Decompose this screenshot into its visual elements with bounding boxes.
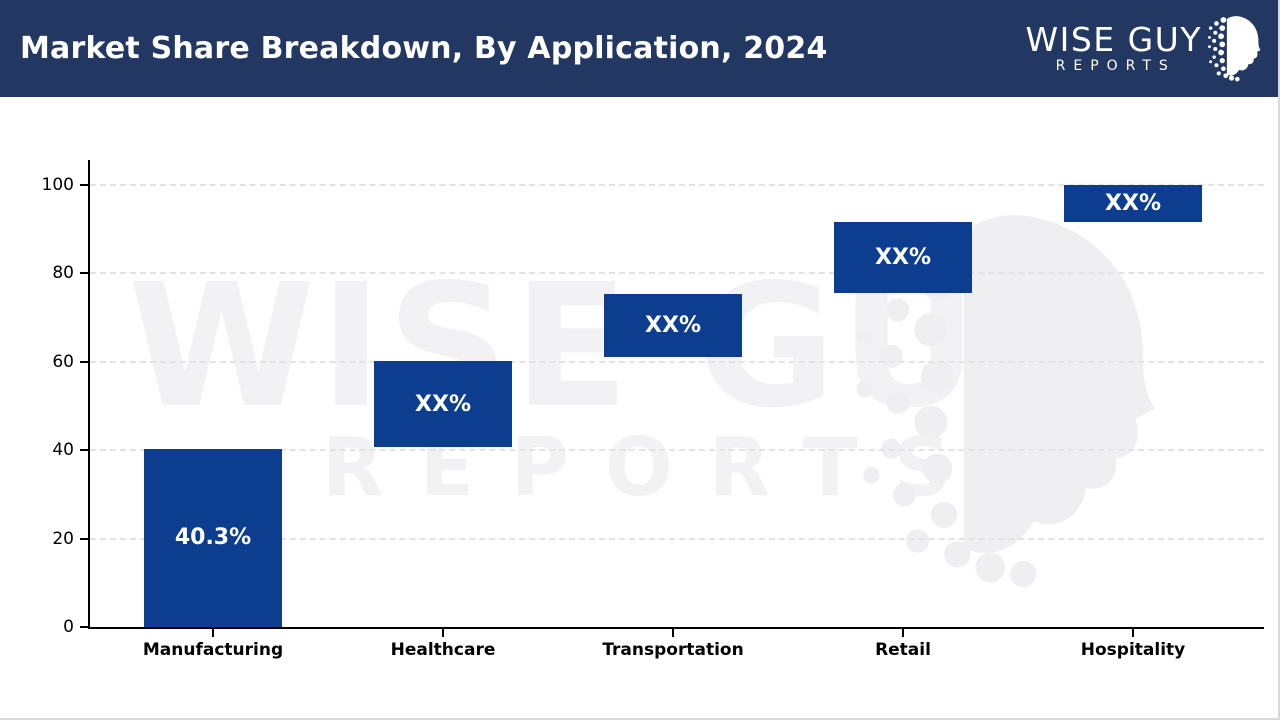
x-axis-label-manufacturing: Manufacturing — [142, 640, 284, 660]
y-tick-label-60: 60 — [52, 351, 74, 372]
x-tick-transportation — [672, 629, 674, 637]
bar-value-label: XX% — [875, 245, 931, 270]
bar-value-label: XX% — [1105, 190, 1161, 216]
gridline-20 — [90, 537, 1264, 540]
header-banner: Market Share Breakdown, By Application, … — [0, 0, 1278, 97]
bar-hospitality: XX% — [1064, 185, 1202, 222]
y-tick-100 — [80, 184, 88, 186]
y-tick-0 — [80, 626, 88, 628]
x-axis-label-retail: Retail — [875, 640, 931, 660]
gridline-80 — [90, 272, 1264, 275]
y-tick-40 — [80, 449, 88, 452]
gridline-100 — [90, 184, 1264, 186]
x-axis-label-healthcare: Healthcare — [390, 640, 496, 660]
logo-wordmark: WISE GUY REPORTS — [1025, 23, 1202, 73]
plot-area: 0 20 40 60 80 100 40.3% Manufacturing XX% Healthc… — [42, 160, 1264, 660]
x-tick-hospitality — [1132, 629, 1134, 637]
x-tick-healthcare — [442, 629, 444, 637]
gridline-40 — [90, 449, 1264, 452]
bar-healthcare: XX% — [374, 361, 512, 448]
logo-wordmark-line2: REPORTS — [1055, 57, 1176, 74]
gridline-60 — [90, 360, 1264, 363]
y-tick-label-40: 40 — [52, 440, 74, 461]
x-axis-label-transportation: Transportation — [602, 640, 744, 660]
y-tick-20 — [80, 537, 88, 540]
y-tick-80 — [80, 272, 88, 275]
y-tick-label-0: 0 — [63, 617, 74, 637]
page-title: Market Share Breakdown, By Application, … — [20, 31, 828, 66]
y-tick-60 — [80, 360, 88, 363]
bar-value-label: XX% — [645, 312, 701, 338]
y-tick-label-80: 80 — [52, 263, 74, 284]
x-axis-label-hospitality: Hospitality — [1080, 640, 1186, 660]
wise-guy-logo: WISE GUY REPORTS — [1025, 10, 1264, 88]
bar-transportation: XX% — [604, 293, 742, 357]
y-tick-label-100: 100 — [41, 175, 74, 195]
logo-head-icon — [1206, 10, 1264, 88]
bar-manufacturing: 40.3% — [144, 448, 282, 627]
x-tick-manufacturing — [212, 629, 214, 637]
bar-value-label: XX% — [415, 391, 471, 417]
y-tick-label-20: 20 — [52, 528, 74, 549]
bar-retail: XX% — [834, 222, 972, 293]
bar-value-label: 40.3% — [174, 525, 252, 551]
x-tick-retail — [902, 629, 904, 637]
logo-wordmark-line1: WISE GUY — [1025, 20, 1202, 60]
